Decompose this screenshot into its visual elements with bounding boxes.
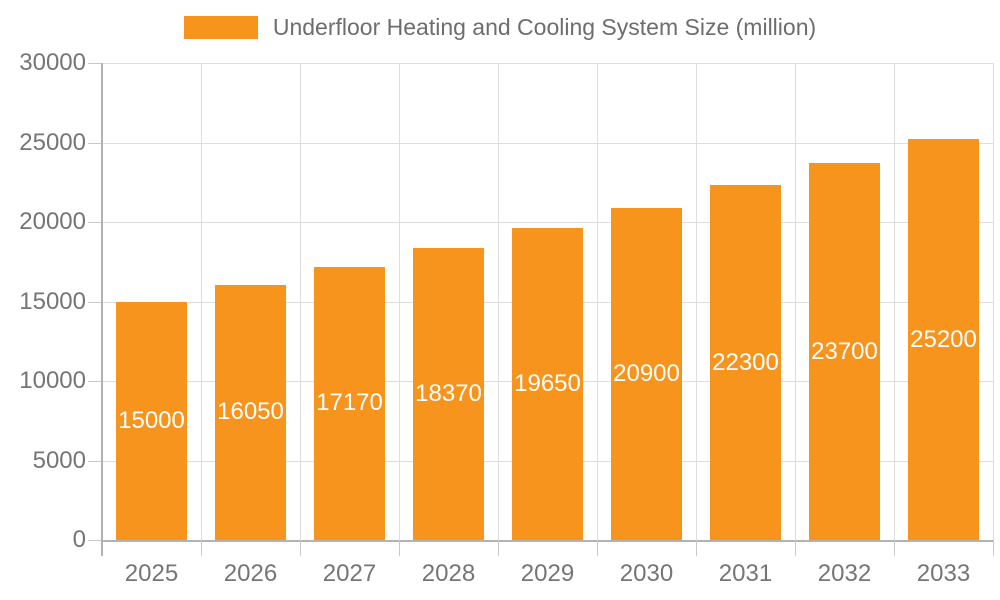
bar xyxy=(314,266,385,540)
x-axis-tick xyxy=(993,540,994,556)
y-tick-label: 0 xyxy=(72,526,86,553)
x-axis-tick xyxy=(795,540,796,556)
bar xyxy=(512,227,583,540)
bar-value-label: 19650 xyxy=(514,369,581,397)
x-axis-tick xyxy=(894,540,895,556)
y-axis-tick xyxy=(88,142,102,144)
bar-value-label: 18370 xyxy=(415,379,482,407)
x-tick-label: 2026 xyxy=(223,560,278,587)
x-tick-label: 2031 xyxy=(718,560,773,587)
y-axis-line xyxy=(101,63,103,556)
x-axis-line xyxy=(101,540,994,542)
bar xyxy=(908,139,979,540)
bar xyxy=(710,185,781,540)
bar xyxy=(116,301,187,540)
y-tick-label: 25000 xyxy=(19,128,86,156)
legend: Underfloor Heating and Cooling System Si… xyxy=(0,14,1000,41)
y-tick-label: 20000 xyxy=(19,208,86,235)
x-tick-label: 2029 xyxy=(520,560,575,587)
y-axis-tick xyxy=(88,301,102,303)
gridline-horizontal xyxy=(102,222,993,223)
bar xyxy=(611,207,682,540)
bar xyxy=(413,247,484,540)
x-axis-tick xyxy=(597,540,598,556)
x-tick-label: 2027 xyxy=(322,560,377,587)
gridline-vertical xyxy=(993,63,994,540)
y-axis-tick xyxy=(88,460,102,462)
y-tick-label: 15000 xyxy=(19,287,86,315)
bar-value-label: 20900 xyxy=(613,359,680,387)
y-tick-label: 10000 xyxy=(19,367,86,394)
bar-value-label: 22300 xyxy=(712,348,779,376)
x-axis-tick xyxy=(300,540,301,556)
gridline-horizontal xyxy=(102,63,993,64)
bar-value-label: 25200 xyxy=(910,325,977,353)
x-axis-tick xyxy=(498,540,499,556)
bar-value-label: 15000 xyxy=(118,406,185,434)
gridline-horizontal xyxy=(102,142,993,144)
bar xyxy=(215,284,286,540)
bar xyxy=(809,163,880,540)
y-tick-label: 30000 xyxy=(19,49,86,76)
y-axis-tick xyxy=(88,540,102,541)
x-tick-label: 2030 xyxy=(619,560,674,587)
y-axis-tick xyxy=(88,222,102,223)
y-axis-tick xyxy=(88,381,102,382)
bar-value-label: 23700 xyxy=(811,337,878,365)
legend-label: Underfloor Heating and Cooling System Si… xyxy=(272,14,817,40)
x-axis-tick xyxy=(696,540,697,556)
bar-value-label: 17170 xyxy=(316,389,383,417)
y-tick-label: 5000 xyxy=(32,446,86,474)
bar-value-label: 16050 xyxy=(217,398,284,426)
x-axis-tick xyxy=(201,540,202,556)
x-tick-label: 2033 xyxy=(916,560,971,587)
legend-swatch xyxy=(183,16,258,39)
x-axis-tick xyxy=(399,540,400,556)
y-axis-tick xyxy=(88,63,102,64)
x-tick-label: 2028 xyxy=(421,560,476,587)
x-tick-label: 2032 xyxy=(817,560,872,587)
x-tick-label: 2025 xyxy=(124,560,179,587)
